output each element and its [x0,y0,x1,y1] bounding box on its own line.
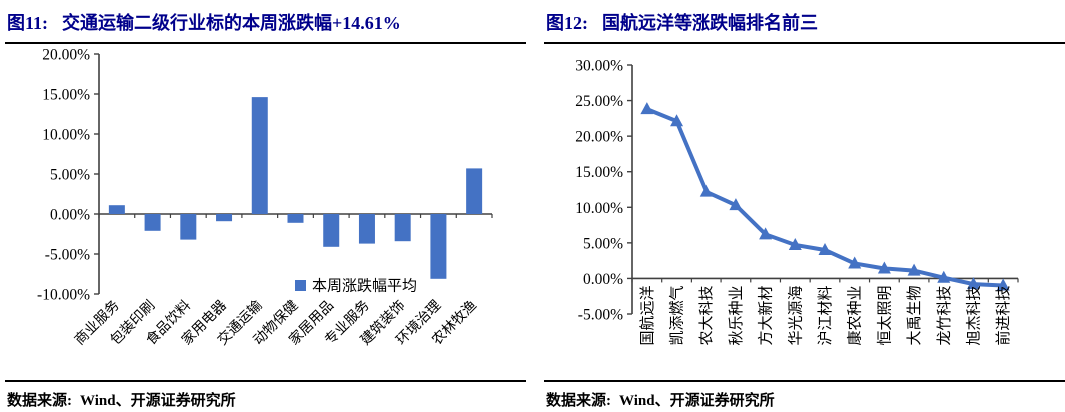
figure-11-title-text: 交通运输二级行业标的本周涨跌幅+14.61% [62,13,401,33]
category-label: 前进科技 [995,285,1012,345]
figure-11-title: 图11: 交通运输二级行业标的本周涨跌幅+14.61% [5,6,526,44]
y-tick-label: 5.00% [583,235,623,252]
y-tick-label: -5.00% [578,307,623,324]
y-tick-label: 0.00% [583,271,623,288]
y-tick-label: 5.00% [50,167,90,184]
category-label: 沪江材料 [817,285,834,345]
figure-11-data-source: 数据来源: Wind、开源证券研究所 [5,380,526,410]
y-tick-label: 20.00% [42,47,90,64]
bar [466,168,483,214]
data-point-marker [966,277,980,290]
y-tick-label: 20.00% [575,129,623,146]
figure-12-number: 图12: [546,13,588,33]
trend-line [646,107,1004,288]
category-label: 恒太照明 [876,285,893,345]
data-point-marker [818,242,832,255]
data-point-marker [729,198,743,211]
bar [180,214,197,240]
figure-12-data-source: 数据来源: Wind、开源证券研究所 [544,380,1065,410]
bar [323,214,340,247]
line-chart-top-gainers-ranking: -5.00% 0.00% 5.00% 10.00% 15.00% 20.00% 25.00%… [575,58,1019,345]
data-point-marker [640,102,654,115]
bar [394,214,411,242]
data-point-marker [699,184,713,197]
category-label: 农大科技 [698,285,715,345]
figure-12-title-text: 国航远洋等涨跌幅排名前三 [602,13,818,33]
y-tick-label: 10.00% [575,200,623,217]
data-point-marker [670,114,684,127]
legend-label: 本周涨跌幅平均 [312,278,417,295]
category-label: 方大新材 [758,285,775,345]
category-label: 秋乐种业 [728,285,745,345]
y-tick-label: 30.00% [575,58,623,75]
bar [216,214,233,222]
category-label: 凯添燃气 [668,285,686,345]
y-tick-label: -10.00% [37,287,90,304]
figure-panel-12: 图12: 国航远洋等涨跌幅排名前三 -5.00% 0.00% 5.00% 10.00% 1… [539,6,1065,410]
data-point-marker [848,256,862,269]
bar [144,214,161,231]
data-point-marker [907,263,921,276]
category-label: 华光源海 [787,285,804,345]
category-label: 康农种业 [847,285,864,345]
data-point-marker [937,270,951,283]
y-tick-label: 15.00% [42,87,90,104]
bar [251,97,268,214]
y-tick-label: 10.00% [42,127,90,144]
bar-chart-weekly-change-by-industry: -10.00% -5.00% 0.00% 5.00% 10.00% 15.00% 20.00… [37,47,493,348]
figure-11-number: 图11: [7,13,49,33]
bar [287,214,304,223]
data-source-text: Wind、开源证券研究所 [619,393,775,409]
y-tick-label: 15.00% [575,164,623,181]
category-label: 旭杰科技 [965,285,982,345]
data-point-marker [996,278,1010,291]
data-source-label: 数据来源: [7,393,72,409]
legend-swatch [295,280,306,291]
bar [358,214,375,244]
bar [108,205,125,214]
category-label: 国航远洋 [639,285,656,345]
figure-12-title: 图12: 国航远洋等涨跌幅排名前三 [544,6,1065,44]
data-source-text: Wind、开源证券研究所 [80,393,236,409]
data-source-label: 数据来源: [546,393,611,409]
data-point-marker [788,237,802,250]
figure-panel-11: 图11: 交通运输二级行业标的本周涨跌幅+14.61% -10.00% -5.00%… [0,6,526,410]
data-point-marker [759,227,773,240]
bar [430,214,447,279]
data-point-marker [877,261,891,274]
category-label: 龙竹科技 [936,285,953,345]
y-tick-label: -5.00% [45,247,90,264]
category-label: 大禹生物 [906,285,923,345]
y-tick-label: 25.00% [575,93,623,110]
y-tick-label: 0.00% [50,207,90,224]
